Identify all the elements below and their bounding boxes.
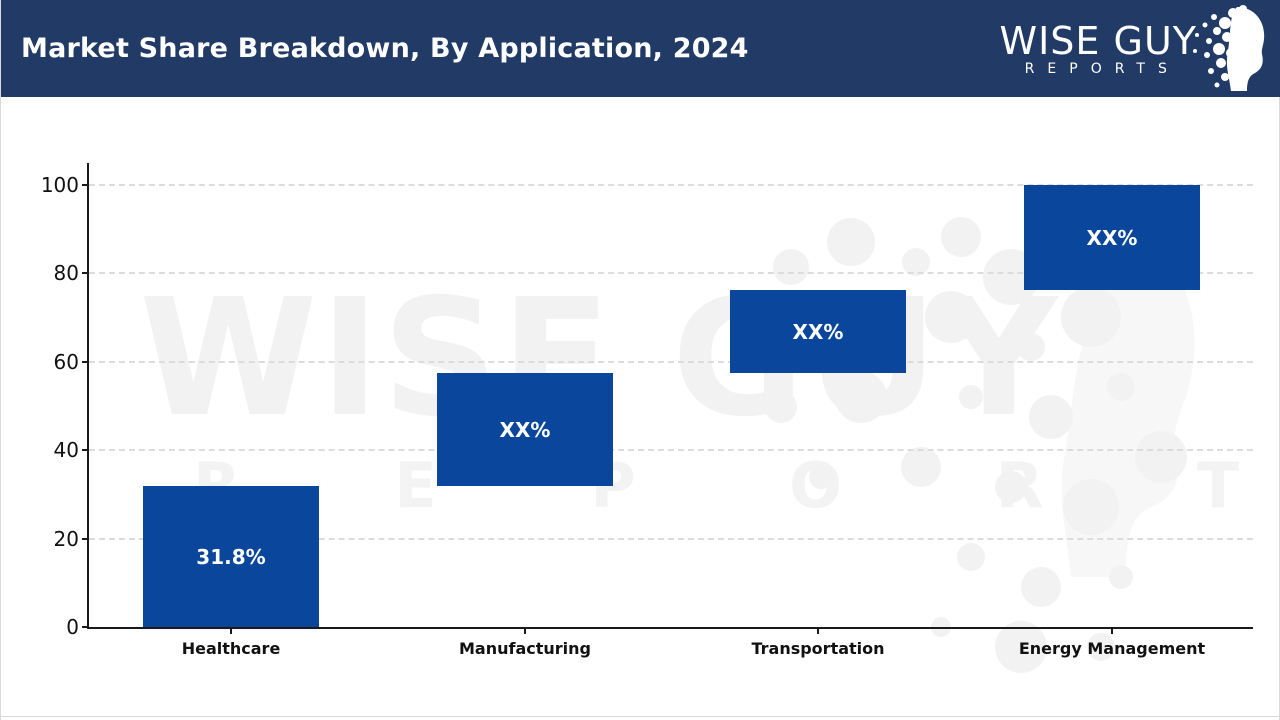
y-tick — [82, 360, 89, 363]
brand-subname: REPORTS — [1024, 60, 1180, 77]
brand-logo: WISE GUY REPORTS — [1000, 3, 1280, 95]
y-tick-label: 40 — [53, 438, 79, 463]
brand-name: WISE GUY — [999, 18, 1197, 63]
y-tick-label: 20 — [53, 526, 79, 551]
x-tick — [524, 627, 526, 634]
y-tick — [82, 626, 89, 628]
bar-value-label: XX% — [1086, 225, 1138, 250]
chart-title: Market Share Breakdown, By Application, … — [21, 33, 749, 64]
header-bar: Market Share Breakdown, By Application, … — [1, 0, 1280, 97]
y-tick — [82, 272, 89, 275]
y-axis-line — [87, 163, 89, 629]
bar: XX% — [1024, 185, 1200, 291]
gridline — [89, 537, 1253, 540]
gridline — [89, 449, 1253, 452]
bar: XX% — [437, 372, 613, 487]
x-tick — [817, 627, 819, 634]
card-bottom-border — [1, 716, 1280, 717]
dotted-head-icon — [1193, 4, 1265, 91]
x-axis-line — [87, 627, 1253, 629]
y-tick — [82, 449, 89, 452]
y-tick — [82, 184, 89, 186]
bar-value-label: 31.8% — [196, 544, 266, 569]
brand-logo-text: WISE GUY REPORTS — [1000, 21, 1197, 77]
y-tick-label: 100 — [40, 173, 79, 197]
bar: XX% — [730, 290, 906, 373]
gridline — [89, 272, 1253, 275]
x-category-label: Transportation — [751, 639, 885, 658]
x-tick — [1111, 627, 1113, 634]
watermark-dotted-head — [739, 217, 1195, 673]
y-tick-label: 0 — [66, 615, 79, 639]
y-tick — [82, 537, 89, 540]
bar: 31.8% — [143, 486, 319, 627]
gridline — [89, 360, 1253, 363]
y-tick-label: 60 — [53, 349, 79, 374]
x-category-label: Healthcare — [181, 639, 281, 658]
gridline — [89, 184, 1253, 186]
bar-value-label: XX% — [499, 417, 551, 442]
y-tick-label: 80 — [53, 261, 79, 286]
x-tick — [230, 627, 232, 634]
x-category-label: Manufacturing — [459, 639, 591, 658]
bar-value-label: XX% — [792, 319, 844, 344]
x-category-label: Energy Management — [1018, 639, 1206, 658]
